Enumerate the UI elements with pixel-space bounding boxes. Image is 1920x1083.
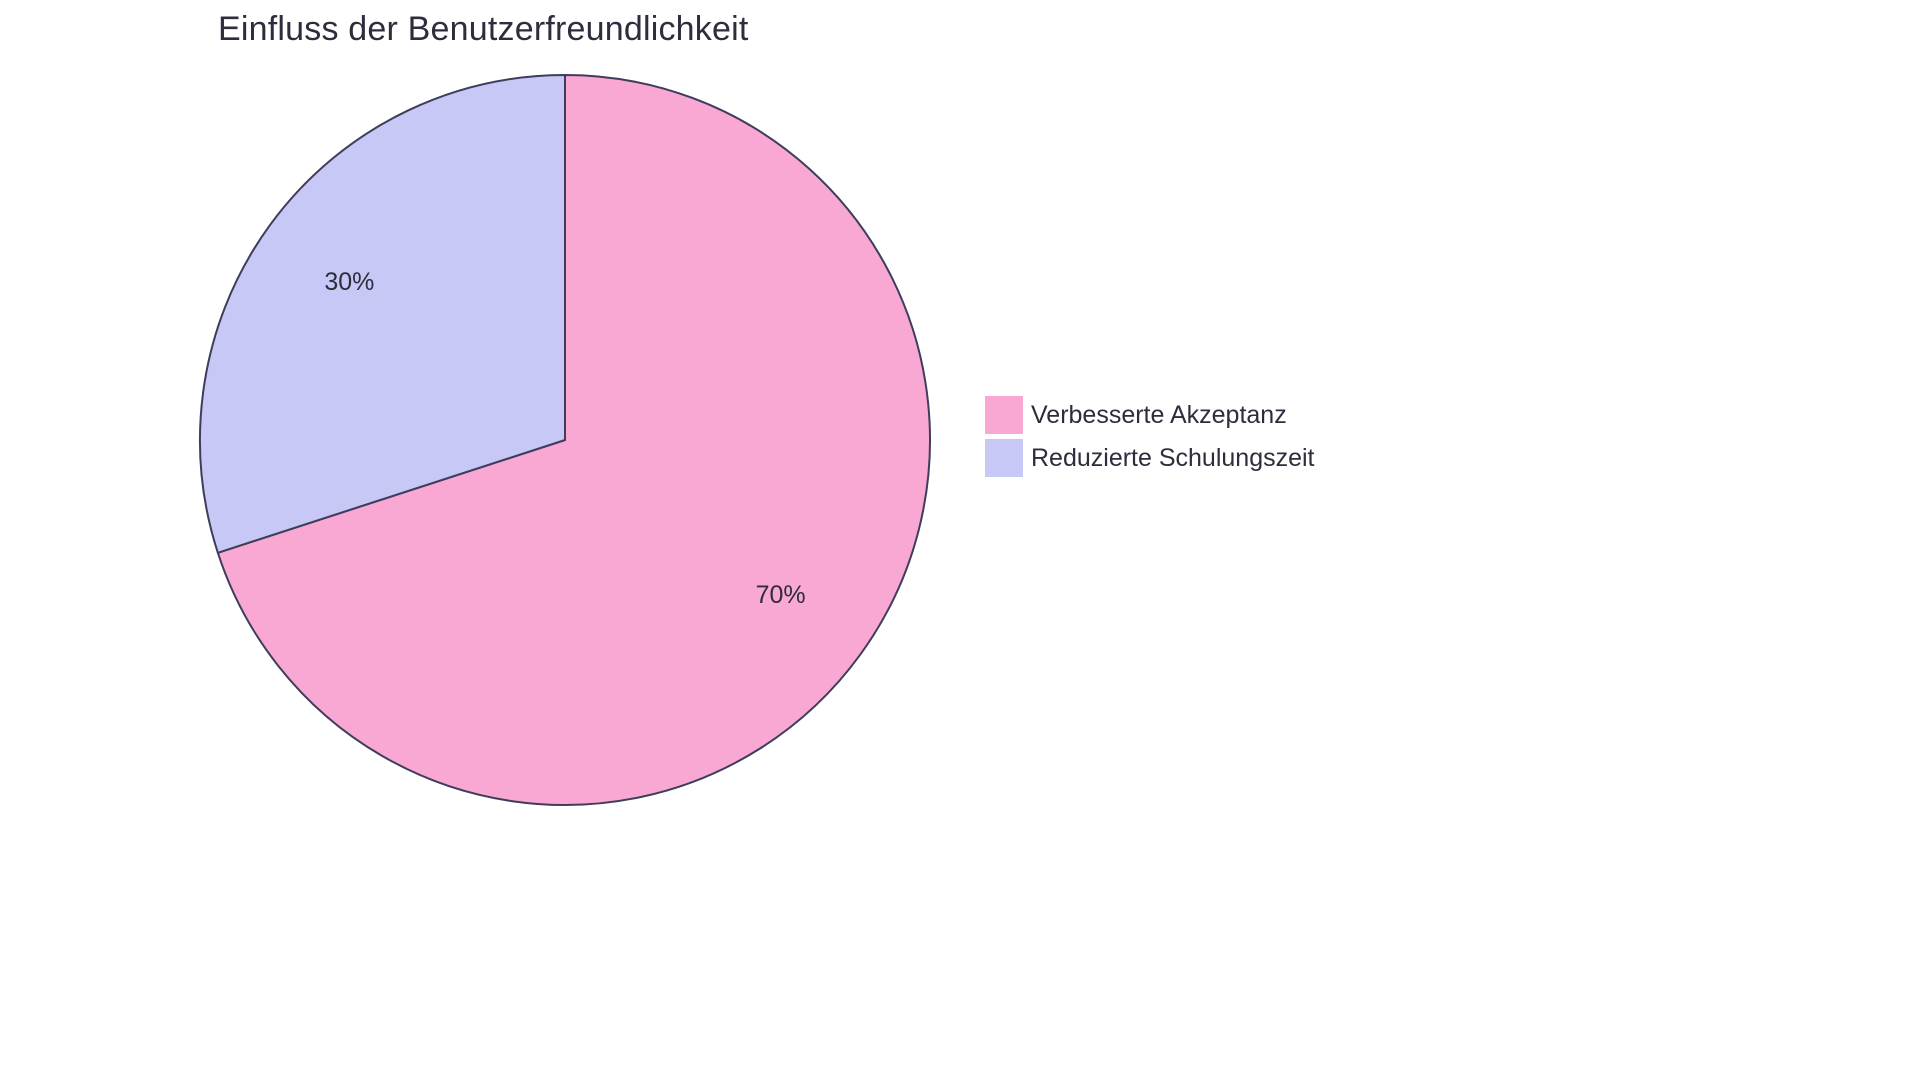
legend-item[interactable]: Reduzierte Schulungszeit: [985, 439, 1315, 477]
legend-item[interactable]: Verbesserte Akzeptanz: [985, 396, 1315, 434]
legend-swatch: [985, 396, 1023, 434]
pie-percent-label: 30%: [324, 268, 374, 296]
legend-label: Reduzierte Schulungszeit: [1031, 443, 1315, 472]
pie-slice-1[interactable]: [199, 74, 566, 554]
chart-title: Einfluss der Benutzerfreundlichkeit: [218, 10, 749, 48]
pie-slices-group: [199, 74, 931, 806]
pie-percent-label: 70%: [756, 581, 806, 609]
legend-swatch: [985, 439, 1023, 477]
pie-labels-group: 70% 30%: [324, 268, 805, 609]
legend-label: Verbesserte Akzeptanz: [1031, 400, 1287, 429]
pie-slice-0[interactable]: [216, 74, 931, 806]
legend: Verbesserte Akzeptanz Reduzierte Schulung…: [985, 396, 1315, 477]
